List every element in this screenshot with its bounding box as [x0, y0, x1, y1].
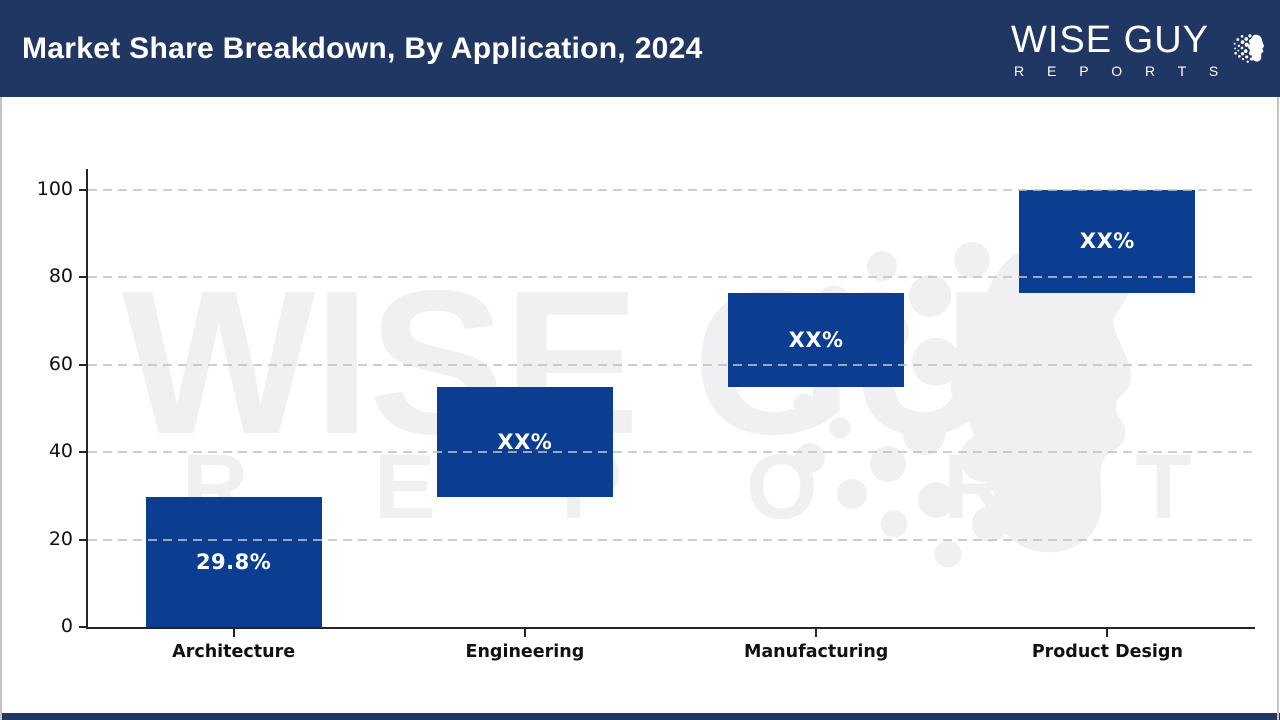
x-tick-3	[1106, 629, 1109, 637]
y-tick-20	[79, 538, 88, 541]
bar-value-label: XX%	[788, 327, 844, 352]
right-border	[1277, 97, 1279, 720]
y-tick-0	[79, 626, 88, 628]
gridline-20	[88, 538, 1253, 541]
watermark-face-dots-icon	[786, 242, 1132, 568]
bar-value-label: XX%	[497, 429, 553, 454]
plot-area: WISE GUY R E P O R T S 02040608010029.8%…	[0, 97, 1280, 714]
y-tick-label-60: 60	[48, 352, 73, 375]
left-border	[0, 97, 2, 720]
x-tick-2	[815, 629, 818, 637]
bar-architecture: 29.8%	[145, 496, 322, 627]
x-tick-1	[523, 629, 526, 637]
x-category-label: Product Design	[1031, 642, 1183, 662]
watermark-wordmark: WISE GUY	[122, 248, 1133, 477]
gridline-100	[88, 189, 1253, 191]
logo-text: WISE GUY R E P O R T S	[1011, 21, 1228, 78]
gridline-60	[88, 363, 1253, 366]
x-category-label: Architecture	[172, 642, 296, 662]
bar-engineering: XX%	[436, 386, 613, 497]
x-axis-line	[86, 627, 1255, 629]
y-tick-80	[79, 276, 88, 279]
y-tick-label-40: 40	[48, 440, 73, 463]
footer-bar	[0, 713, 1280, 720]
x-tick-0	[232, 629, 235, 637]
y-tick-label-0: 0	[60, 615, 73, 637]
y-tick-100	[79, 189, 88, 191]
y-axis-line	[86, 169, 88, 629]
y-tick-label-20: 20	[48, 527, 73, 550]
bar-value-label: 29.8%	[195, 549, 272, 574]
y-tick-60	[79, 363, 88, 366]
bar-value-label: XX%	[1079, 229, 1135, 254]
logo-subtitle: R E P O R T S	[1014, 62, 1228, 79]
gridline-80	[88, 276, 1253, 279]
page-title: Market Share Breakdown, By Application, …	[22, 31, 703, 65]
y-tick-40	[79, 451, 88, 454]
logo-wordmark: WISE GUY	[1011, 18, 1210, 61]
logo-face-dots-icon	[1233, 34, 1264, 63]
header-bar: Market Share Breakdown, By Application, …	[0, 0, 1280, 97]
y-tick-label-80: 80	[48, 265, 73, 288]
wiseguy-logo: WISE GUY R E P O R T S	[1011, 6, 1266, 92]
x-category-label: Manufacturing	[743, 642, 889, 662]
y-tick-label-100: 100	[36, 178, 73, 200]
bar-manufacturing: XX%	[728, 292, 905, 387]
gridline-40	[88, 451, 1253, 454]
bar-product-design: XX%	[1019, 190, 1196, 293]
x-category-label: Engineering	[465, 642, 585, 662]
